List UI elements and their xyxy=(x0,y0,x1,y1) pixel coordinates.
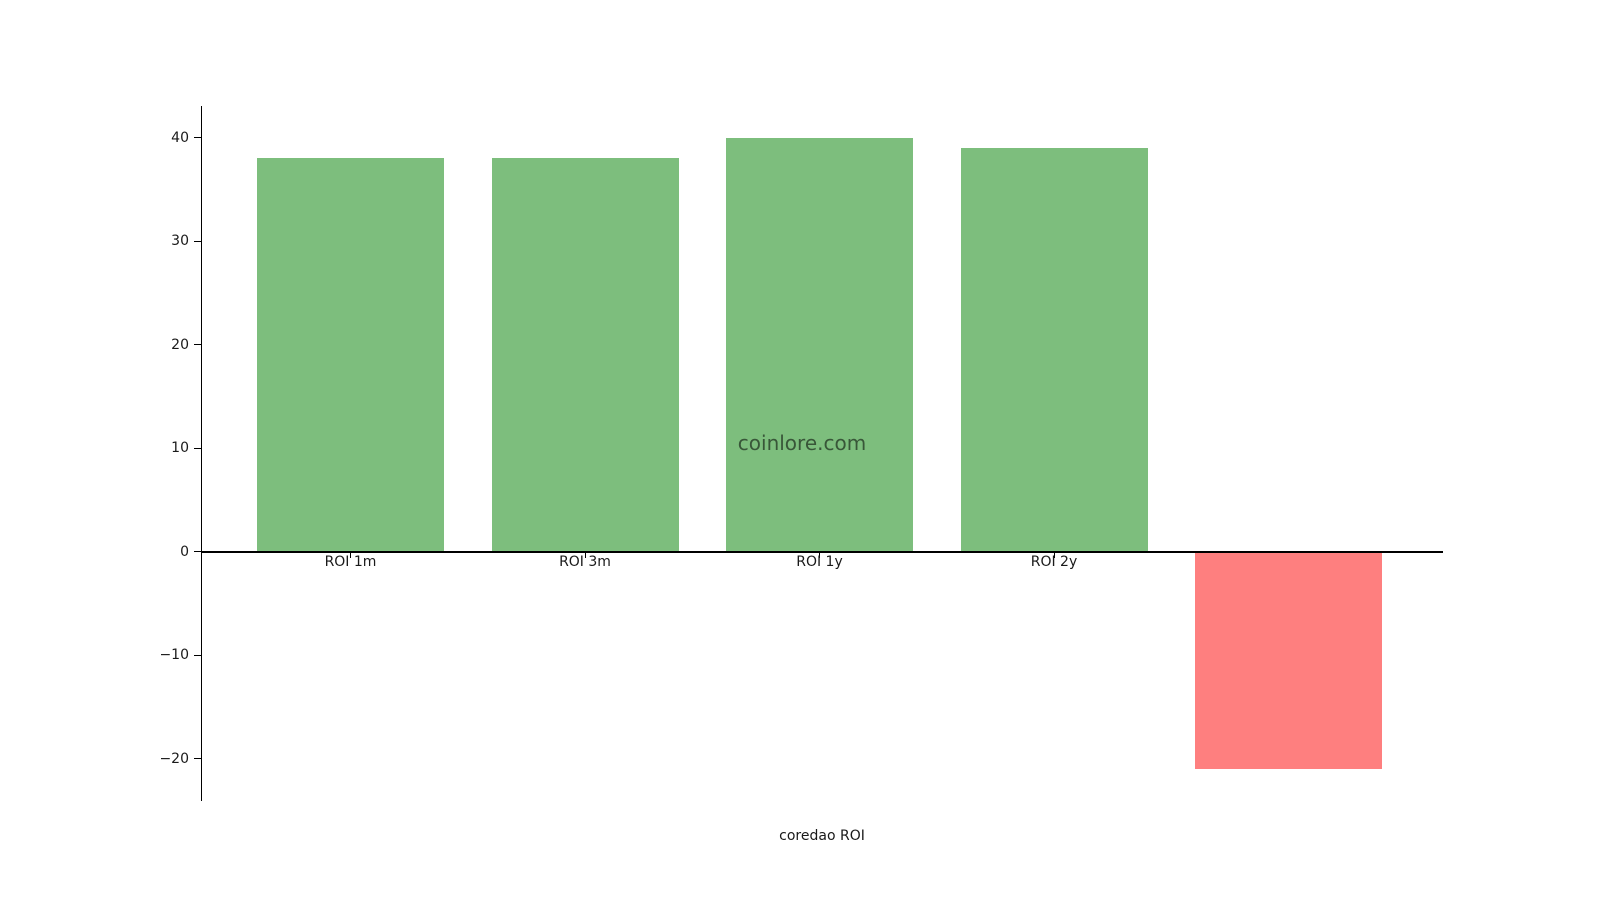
y-tick-label: 0 xyxy=(180,543,189,560)
x-tick-mark xyxy=(350,551,352,558)
y-tick-label: 10 xyxy=(171,440,189,456)
bar-unlabeled xyxy=(1195,551,1382,769)
x-tick-label: ROI 2y xyxy=(1030,554,1078,570)
x-tick-mark xyxy=(584,551,586,558)
y-tick-label: 30 xyxy=(171,233,189,249)
x-tick-mark xyxy=(1053,551,1055,558)
x-tick-mark xyxy=(819,551,821,558)
y-tick-mark xyxy=(194,344,201,346)
watermark-text: coinlore.com xyxy=(737,431,867,455)
bar-roi-1m xyxy=(257,158,444,552)
y-tick-label: −10 xyxy=(159,647,189,663)
y-axis-spine xyxy=(200,106,202,801)
y-tick-mark xyxy=(194,137,201,139)
y-tick-mark xyxy=(194,551,201,553)
y-tick-label: −20 xyxy=(159,750,189,767)
y-tick-mark xyxy=(194,447,201,449)
y-tick-label: 20 xyxy=(171,336,189,353)
x-axis-line xyxy=(201,551,1443,553)
y-tick-mark xyxy=(194,654,201,656)
bar-roi-1y xyxy=(726,137,913,552)
y-tick-label: 40 xyxy=(171,129,189,146)
x-tick-label: ROI 1y xyxy=(796,554,843,570)
y-tick-mark xyxy=(194,758,201,760)
y-tick-mark xyxy=(194,240,201,242)
x-tick-label: ROI 3m xyxy=(559,554,611,570)
bar-roi-2y xyxy=(960,147,1148,552)
x-axis-title: coredao ROI xyxy=(779,828,865,844)
bar-roi-3m xyxy=(491,158,679,552)
x-tick-label: ROI 1m xyxy=(324,554,377,570)
